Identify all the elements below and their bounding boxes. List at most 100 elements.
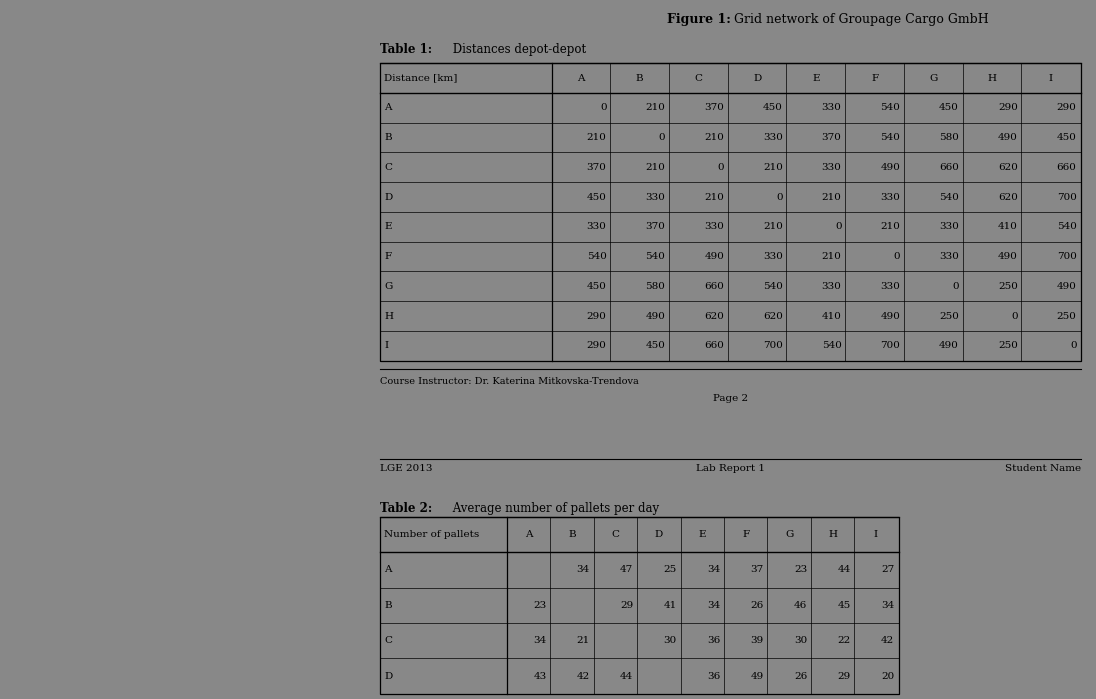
Text: 34: 34: [576, 565, 590, 575]
Text: 0: 0: [600, 103, 606, 113]
Text: B: B: [636, 73, 643, 82]
Text: 42: 42: [881, 636, 894, 645]
Text: 540: 540: [586, 252, 606, 261]
Text: 30: 30: [794, 636, 807, 645]
Text: 26: 26: [751, 600, 764, 610]
Bar: [379, 517, 899, 693]
Text: 370: 370: [822, 133, 842, 142]
Text: 330: 330: [939, 222, 959, 231]
Text: 0: 0: [776, 192, 783, 201]
Text: 36: 36: [707, 636, 720, 645]
Text: 22: 22: [837, 636, 850, 645]
Text: 42: 42: [576, 672, 590, 681]
Text: 660: 660: [1057, 163, 1076, 172]
Text: 210: 210: [822, 252, 842, 261]
Text: 0: 0: [718, 163, 724, 172]
Text: 330: 330: [939, 252, 959, 261]
Text: 0: 0: [893, 252, 900, 261]
Text: 700: 700: [1057, 252, 1076, 261]
Text: 290: 290: [998, 103, 1018, 113]
Text: I: I: [1049, 73, 1053, 82]
Text: 540: 540: [763, 282, 783, 291]
Text: 29: 29: [837, 672, 850, 681]
Text: 210: 210: [646, 103, 665, 113]
Text: 36: 36: [707, 672, 720, 681]
Text: 210: 210: [705, 192, 724, 201]
Text: 330: 330: [705, 222, 724, 231]
Text: 330: 330: [763, 252, 783, 261]
Text: 540: 540: [1057, 222, 1076, 231]
Text: 34: 34: [534, 636, 547, 645]
Text: A: A: [525, 530, 533, 539]
Text: 250: 250: [1057, 312, 1076, 321]
Text: Lab Report 1: Lab Report 1: [696, 464, 765, 473]
Bar: [379, 63, 1082, 361]
Text: D: D: [753, 73, 762, 82]
Text: 450: 450: [939, 103, 959, 113]
Text: Distances depot-depot: Distances depot-depot: [449, 43, 586, 56]
Text: A: A: [384, 103, 391, 113]
Text: 45: 45: [837, 600, 850, 610]
Text: A: A: [384, 565, 391, 575]
Text: E: E: [698, 530, 706, 539]
Text: 250: 250: [939, 312, 959, 321]
Text: 580: 580: [939, 133, 959, 142]
Text: 450: 450: [1057, 133, 1076, 142]
Text: 25: 25: [663, 565, 677, 575]
Text: 620: 620: [705, 312, 724, 321]
Text: Student Name: Student Name: [1005, 464, 1082, 473]
Text: I: I: [384, 341, 388, 350]
Text: 210: 210: [880, 222, 900, 231]
Text: 27: 27: [881, 565, 894, 575]
Text: 330: 330: [880, 282, 900, 291]
Text: E: E: [384, 222, 391, 231]
Text: A: A: [578, 73, 584, 82]
Text: 660: 660: [939, 163, 959, 172]
Text: 49: 49: [751, 672, 764, 681]
Text: B: B: [384, 600, 391, 610]
Text: 700: 700: [763, 341, 783, 350]
Text: H: H: [987, 73, 996, 82]
Text: 410: 410: [998, 222, 1018, 231]
Text: 490: 490: [1057, 282, 1076, 291]
Text: G: G: [384, 282, 392, 291]
Text: F: F: [871, 73, 878, 82]
Text: 540: 540: [939, 192, 959, 201]
Text: 34: 34: [881, 600, 894, 610]
Text: 540: 540: [880, 103, 900, 113]
Text: 490: 490: [880, 312, 900, 321]
Text: 370: 370: [646, 222, 665, 231]
Text: 620: 620: [763, 312, 783, 321]
Text: 30: 30: [663, 636, 677, 645]
Text: E: E: [812, 73, 820, 82]
Text: 370: 370: [705, 103, 724, 113]
Text: H: H: [384, 312, 393, 321]
Text: 450: 450: [763, 103, 783, 113]
Text: 250: 250: [998, 341, 1018, 350]
Text: 330: 330: [822, 282, 842, 291]
Text: 44: 44: [620, 672, 633, 681]
Text: 490: 490: [705, 252, 724, 261]
Text: G: G: [785, 530, 794, 539]
Text: Distance [km]: Distance [km]: [384, 73, 457, 82]
Text: Average number of pallets per day: Average number of pallets per day: [449, 503, 659, 515]
Text: F: F: [384, 252, 391, 261]
Text: 450: 450: [586, 192, 606, 201]
Text: 660: 660: [705, 341, 724, 350]
Text: C: C: [384, 636, 392, 645]
Text: 29: 29: [620, 600, 633, 610]
Text: 410: 410: [822, 312, 842, 321]
Text: 330: 330: [822, 163, 842, 172]
Text: 450: 450: [586, 282, 606, 291]
Text: 490: 490: [646, 312, 665, 321]
Text: D: D: [384, 672, 392, 681]
Text: 490: 490: [880, 163, 900, 172]
Text: 250: 250: [998, 282, 1018, 291]
Text: 210: 210: [705, 133, 724, 142]
Text: 34: 34: [707, 565, 720, 575]
Text: 0: 0: [1012, 312, 1018, 321]
Text: 490: 490: [998, 252, 1018, 261]
Text: C: C: [695, 73, 703, 82]
Text: 700: 700: [1057, 192, 1076, 201]
Text: 330: 330: [880, 192, 900, 201]
